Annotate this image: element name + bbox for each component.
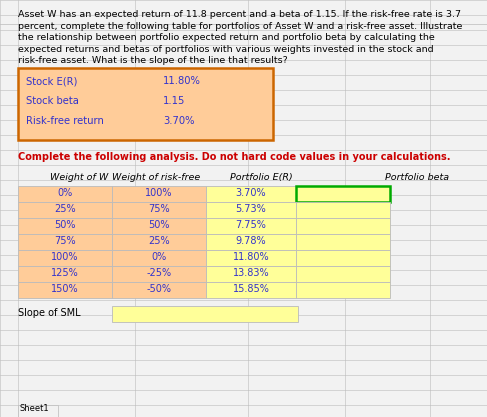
Bar [18, 282, 112, 298]
Bar [112, 306, 298, 322]
Bar [206, 250, 296, 266]
Text: Weight of W: Weight of W [50, 173, 108, 182]
Text: expected returns and betas of portfolios with various weights invested in the st: expected returns and betas of portfolios… [18, 45, 433, 53]
Text: percent, complete the following table for portfolios of Asset W and a risk-free : percent, complete the following table fo… [18, 22, 462, 30]
Bar [112, 250, 206, 266]
Bar [206, 266, 296, 282]
Bar [112, 186, 206, 202]
Text: Portfolio E(R): Portfolio E(R) [230, 173, 293, 182]
Bar [112, 202, 206, 218]
Bar [18, 250, 112, 266]
Text: 15.85%: 15.85% [233, 284, 269, 294]
Text: 11.80%: 11.80% [163, 76, 201, 86]
Bar [206, 186, 296, 202]
Bar [112, 218, 206, 234]
Text: 25%: 25% [148, 236, 170, 246]
Text: 100%: 100% [145, 188, 173, 198]
Bar [206, 218, 296, 234]
Text: Complete the following analysis. Do not hard code values in your calculations.: Complete the following analysis. Do not … [18, 152, 450, 162]
Text: Asset W has an expected return of 11.8 percent and a beta of 1.15. If the risk-f: Asset W has an expected return of 11.8 p… [18, 10, 461, 19]
Bar [112, 282, 206, 298]
Bar [18, 218, 112, 234]
Bar [18, 186, 112, 202]
Text: Sheet1: Sheet1 [20, 404, 50, 413]
Bar [112, 266, 206, 282]
Bar [296, 250, 390, 266]
Bar [296, 282, 390, 298]
Text: the relationship between portfolio expected return and portfolio beta by calcula: the relationship between portfolio expec… [18, 33, 435, 42]
Bar [296, 202, 390, 218]
Text: 3.70%: 3.70% [163, 116, 194, 126]
Text: 9.78%: 9.78% [236, 236, 266, 246]
Text: 75%: 75% [148, 204, 170, 214]
Text: 1.15: 1.15 [163, 96, 186, 106]
Text: 11.80%: 11.80% [233, 252, 269, 262]
Bar [206, 234, 296, 250]
Text: 0%: 0% [57, 188, 73, 198]
Bar [18, 266, 112, 282]
Text: 0%: 0% [151, 252, 167, 262]
Bar [206, 202, 296, 218]
Bar [296, 218, 390, 234]
Bar [296, 186, 390, 202]
Bar [206, 282, 296, 298]
Bar [296, 234, 390, 250]
Bar [18, 68, 273, 140]
Text: Stock beta: Stock beta [26, 96, 79, 106]
Text: 50%: 50% [148, 220, 170, 230]
Text: 25%: 25% [54, 204, 76, 214]
Text: Slope of SML: Slope of SML [18, 308, 81, 318]
Bar [296, 266, 390, 282]
Text: 5.73%: 5.73% [236, 204, 266, 214]
Bar [112, 234, 206, 250]
Text: Stock E(R): Stock E(R) [26, 76, 77, 86]
Text: Portfolio beta: Portfolio beta [385, 173, 449, 182]
Bar [18, 202, 112, 218]
Bar [18, 234, 112, 250]
Text: 13.83%: 13.83% [233, 268, 269, 278]
Text: Weight of risk-free: Weight of risk-free [112, 173, 200, 182]
Text: Risk-free return: Risk-free return [26, 116, 104, 126]
Text: 75%: 75% [54, 236, 76, 246]
Text: 150%: 150% [51, 284, 79, 294]
Text: 7.75%: 7.75% [236, 220, 266, 230]
Text: 125%: 125% [51, 268, 79, 278]
Text: 100%: 100% [51, 252, 79, 262]
Text: 3.70%: 3.70% [236, 188, 266, 198]
Text: -25%: -25% [147, 268, 171, 278]
Bar [18, 405, 58, 417]
Text: -50%: -50% [147, 284, 171, 294]
Text: risk-free asset. What is the slope of the line that results?: risk-free asset. What is the slope of th… [18, 56, 288, 65]
Text: 50%: 50% [54, 220, 76, 230]
